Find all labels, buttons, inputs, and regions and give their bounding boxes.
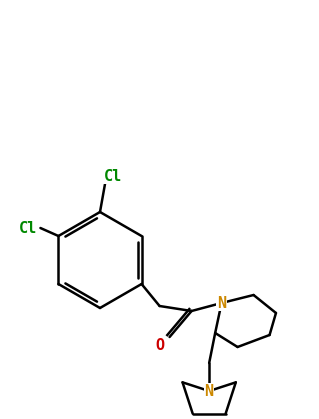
Text: Cl: Cl (104, 168, 122, 184)
Text: N: N (217, 295, 226, 310)
Text: Cl: Cl (19, 220, 38, 235)
Text: O: O (155, 337, 164, 352)
Text: N: N (204, 383, 214, 398)
